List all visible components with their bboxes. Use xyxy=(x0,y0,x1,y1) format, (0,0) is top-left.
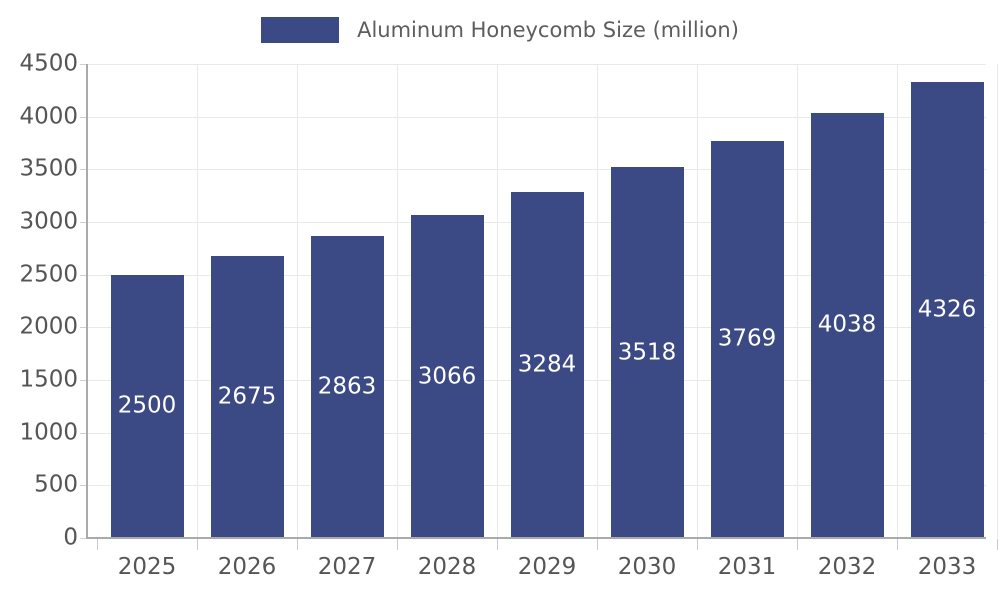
gridline-vertical xyxy=(397,64,398,538)
gridline-vertical xyxy=(297,64,298,538)
gridline-vertical xyxy=(497,64,498,538)
x-axis-tick-mark xyxy=(497,539,498,550)
gridline-vertical xyxy=(997,64,998,538)
x-axis-tick-mark xyxy=(97,539,98,550)
y-axis-tick-mark xyxy=(80,538,86,539)
plot-area: 2500 2675 2863 3066 3284 3518 3769 4038 4326 xyxy=(86,64,998,539)
gridline-horizontal xyxy=(86,169,986,171)
bar[interactable] xyxy=(410,215,484,538)
y-axis-tick-label: 3500 xyxy=(19,155,78,182)
y-axis-tick-label: 1500 xyxy=(19,366,78,393)
gridline-vertical xyxy=(797,64,798,538)
y-axis-tick-label: 1000 xyxy=(19,419,78,446)
bar[interactable] xyxy=(610,167,684,538)
bar[interactable] xyxy=(210,256,284,538)
chart-legend: Aluminum Honeycomb Size (million) xyxy=(0,10,1000,50)
y-axis-tick-mark xyxy=(80,274,86,276)
legend-swatch-icon xyxy=(261,17,340,43)
gridline-horizontal xyxy=(86,116,986,118)
y-axis-tick-mark xyxy=(80,64,86,65)
x-axis-tick-label: 2025 xyxy=(117,554,177,580)
bar[interactable] xyxy=(710,140,784,538)
y-axis-tick-label: 2500 xyxy=(19,261,78,288)
gridline-vertical xyxy=(697,64,698,538)
y-axis-tick-mark xyxy=(80,169,86,171)
y-axis-tick-mark xyxy=(80,222,86,223)
gridline-vertical xyxy=(597,64,598,538)
x-axis-tick-label: 2028 xyxy=(417,554,477,580)
y-axis-tick-label: 4500 xyxy=(19,50,78,77)
x-axis-spine xyxy=(86,537,986,539)
x-axis-tick-label: 2026 xyxy=(217,554,277,580)
y-axis-tick-label: 0 xyxy=(63,524,78,551)
y-axis-tick-label: 3000 xyxy=(19,208,78,235)
bar[interactable] xyxy=(110,274,184,538)
legend-label: Aluminum Honeycomb Size (million) xyxy=(357,17,739,42)
y-axis-tick-label: 500 xyxy=(34,471,78,498)
y-axis-tick-mark xyxy=(80,327,86,329)
x-axis-tick-mark xyxy=(197,539,198,550)
gridline-vertical xyxy=(197,64,198,538)
gridline-horizontal xyxy=(86,64,986,65)
bar[interactable] xyxy=(810,112,884,538)
y-axis-tick-mark xyxy=(80,116,86,118)
x-axis-tick-mark xyxy=(797,539,798,550)
y-axis-tick-mark xyxy=(80,432,86,434)
x-axis-tick-label: 2031 xyxy=(717,554,777,580)
y-axis-tick-mark xyxy=(80,380,86,381)
y-axis: 0 500 1000 1500 2000 2500 3000 3500 4000 4500 xyxy=(0,0,78,600)
x-axis-tick-mark xyxy=(997,539,998,550)
bar[interactable] xyxy=(910,82,984,538)
bar[interactable] xyxy=(310,236,384,538)
x-axis-tick-mark xyxy=(697,539,698,550)
y-axis-tick-mark xyxy=(80,485,86,487)
x-axis-tick-label: 2027 xyxy=(317,554,377,580)
y-axis-spine xyxy=(86,64,88,539)
x-axis-tick-mark xyxy=(297,539,298,550)
x-axis-tick-mark xyxy=(597,539,598,550)
x-axis-tick-label: 2032 xyxy=(817,554,877,580)
bar[interactable] xyxy=(510,192,584,538)
x-axis-tick-label: 2033 xyxy=(917,554,977,580)
y-axis-tick-label: 2000 xyxy=(19,313,78,340)
x-axis-tick-mark xyxy=(397,539,398,550)
x-axis-tick-label: 2030 xyxy=(617,554,677,580)
x-axis-tick-label: 2029 xyxy=(517,554,577,580)
y-axis-tick-label: 4000 xyxy=(19,103,78,130)
x-axis-tick-mark xyxy=(897,539,898,550)
legend-entry-aluminum-honeycomb-size[interactable]: Aluminum Honeycomb Size (million) xyxy=(261,17,739,43)
gridline-vertical xyxy=(897,64,898,538)
